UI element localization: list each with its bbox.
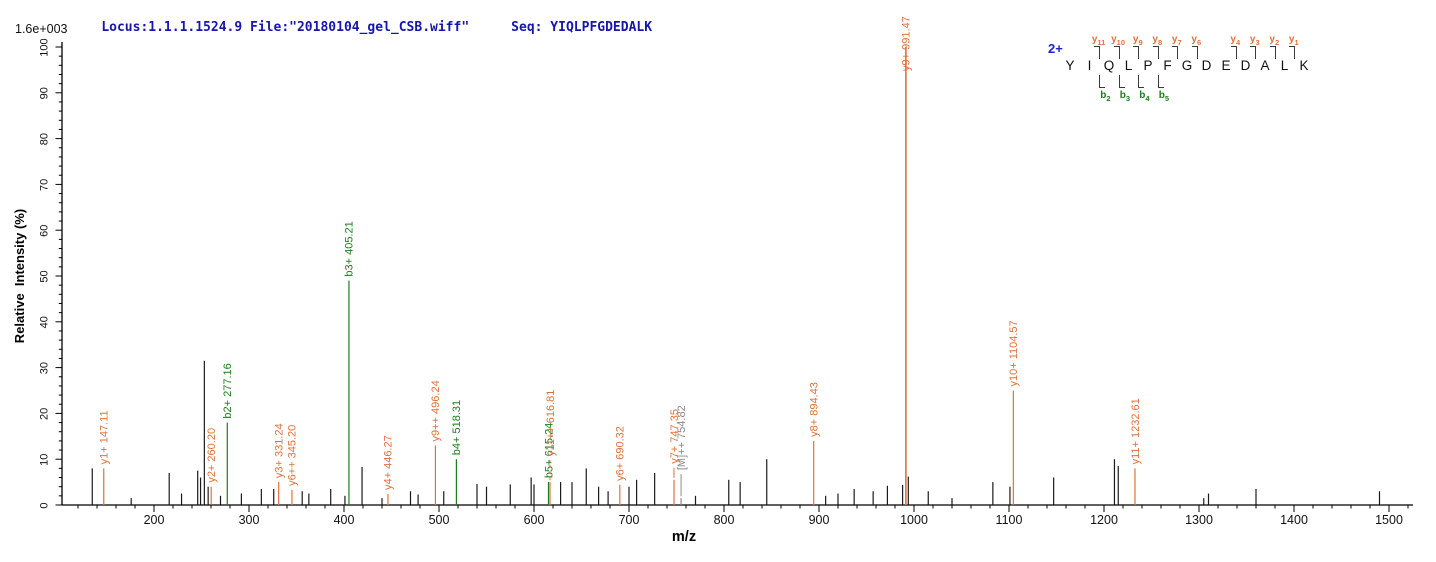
peak-label: y6+ 690.32 <box>615 426 627 481</box>
peak-label: y9++ 496.24 <box>430 380 442 441</box>
b-ion-cleavage-mark <box>1099 75 1106 88</box>
peak-label: y3+ 331.24 <box>273 423 285 478</box>
y-ion-cleavage-mark <box>1113 46 1120 59</box>
intensity-scale-label: 1.6e+003 <box>15 22 68 36</box>
header-line: Locus:1.1.1.1524.9 File:"20180104_gel_CS… <box>70 5 652 50</box>
tick-label: 1400 <box>1280 513 1308 527</box>
peak-label: y10+ 1104.57 <box>1008 320 1020 386</box>
y-ion-label: y7 <box>1171 34 1182 47</box>
b-ion-label: b5 <box>1158 90 1170 103</box>
peak-label: y2+ 260.20 <box>206 428 218 483</box>
tick-label: 500 <box>429 513 450 527</box>
tick-label: 70 <box>39 179 51 191</box>
tick-label: 0 <box>39 502 51 508</box>
tick-label: 30 <box>39 362 51 374</box>
b-ion-label: b3 <box>1119 90 1131 103</box>
peak-label: y7+ 747.35 <box>669 409 681 464</box>
y-ion-cleavage-mark <box>1269 46 1276 59</box>
b-ion-label: b4 <box>1139 90 1150 103</box>
peak-label: y4+ 446.27 <box>383 435 395 490</box>
tick-label: 50 <box>39 270 51 282</box>
tick-label: 20 <box>39 408 51 420</box>
peak-label: [M]++ 754.82 <box>676 405 688 470</box>
tick-label: 800 <box>714 513 735 527</box>
peak-label: y11+ 1232.61 <box>1130 398 1142 464</box>
peak-label: y6++ 345.20 <box>287 425 299 486</box>
peak-label: b4+ 518.31 <box>451 400 463 455</box>
residue-letter: Y <box>1065 58 1075 73</box>
residue-letter: A <box>1260 58 1270 73</box>
y-ion-label: y9 <box>1132 34 1143 47</box>
y-ion-label: y2 <box>1269 34 1280 47</box>
tick-label: 1200 <box>1090 513 1118 527</box>
residue-letter: F <box>1163 58 1172 73</box>
residue-letter: D <box>1201 58 1212 73</box>
y-ion-cleavage-mark <box>1289 46 1296 59</box>
sequence-label: Seq: YIQLPFGDEDALK <box>511 20 653 35</box>
precursor-charge-label: 2+ <box>1048 41 1063 56</box>
residue-letter: E <box>1221 58 1231 73</box>
b-ion-cleavage-mark <box>1118 75 1125 88</box>
y-ion-label: y8 <box>1152 34 1163 47</box>
residue-letter: K <box>1299 58 1309 73</box>
residue-letter: I <box>1087 58 1092 73</box>
tick-label: 1100 <box>996 513 1023 527</box>
peak-label: y8+ 894.43 <box>809 382 821 437</box>
y-ion-cleavage-mark <box>1250 46 1257 59</box>
tick-label: 1500 <box>1375 513 1403 527</box>
tick-label: 900 <box>809 513 830 527</box>
b-ion-label: b2 <box>1100 90 1111 103</box>
peak-label: y9+ 991.47 <box>901 16 913 71</box>
tick-label: 400 <box>334 513 355 527</box>
y-axis-title: Relative Intensity (%) <box>12 209 27 343</box>
peak-label: b5+ 615.24 <box>543 423 555 478</box>
residue-letter: L <box>1124 58 1133 73</box>
tick-label: 80 <box>39 133 51 145</box>
peak-label: y1+ 147.11 <box>99 410 111 464</box>
peak-label: y11++ 616.81 <box>545 390 557 456</box>
tick-label: 200 <box>144 513 165 527</box>
tick-label: 10 <box>39 454 51 466</box>
peak-label: b2+ 277.16 <box>222 363 234 418</box>
b-ion-cleavage-mark <box>1138 75 1145 88</box>
y-ion-label: y1 <box>1288 34 1299 47</box>
y-ion-cleavage-mark <box>1133 46 1140 59</box>
tick-label: 60 <box>39 225 51 237</box>
residue-letter: L <box>1280 58 1289 73</box>
y-ion-cleavage-mark <box>1152 46 1159 59</box>
b-ion-cleavage-mark <box>1157 75 1164 88</box>
y-ion-label: y11 <box>1091 34 1106 47</box>
peak-label: b3+ 405.21 <box>344 221 356 276</box>
tick-label: 1000 <box>900 513 928 527</box>
tick-label: 100 <box>39 38 51 56</box>
tick-label: 700 <box>619 513 640 527</box>
y-ion-cleavage-mark <box>1094 46 1101 59</box>
x-axis-title: m/z <box>672 529 696 545</box>
residue-letter: D <box>1240 58 1251 73</box>
y-ion-cleavage-mark <box>1172 46 1179 59</box>
tick-label: 90 <box>39 87 51 99</box>
y-ion-label: y3 <box>1249 34 1260 47</box>
tick-label: 600 <box>524 513 545 527</box>
y-ion-cleavage-mark <box>1191 46 1198 59</box>
y-ion-label: y10 <box>1111 34 1126 47</box>
residue-letter: P <box>1143 58 1153 73</box>
residue-letter: Q <box>1103 58 1115 73</box>
residue-letter: G <box>1181 58 1193 73</box>
y-ion-label: y6 <box>1191 34 1202 47</box>
y-ion-cleavage-mark <box>1230 46 1237 59</box>
tick-label: 300 <box>239 513 260 527</box>
locus-file-label: Locus:1.1.1.1524.9 File:"20180104_gel_CS… <box>101 20 470 35</box>
tick-label: 40 <box>39 316 51 328</box>
tick-label: 1300 <box>1185 513 1213 527</box>
y-ion-label: y4 <box>1230 34 1241 47</box>
